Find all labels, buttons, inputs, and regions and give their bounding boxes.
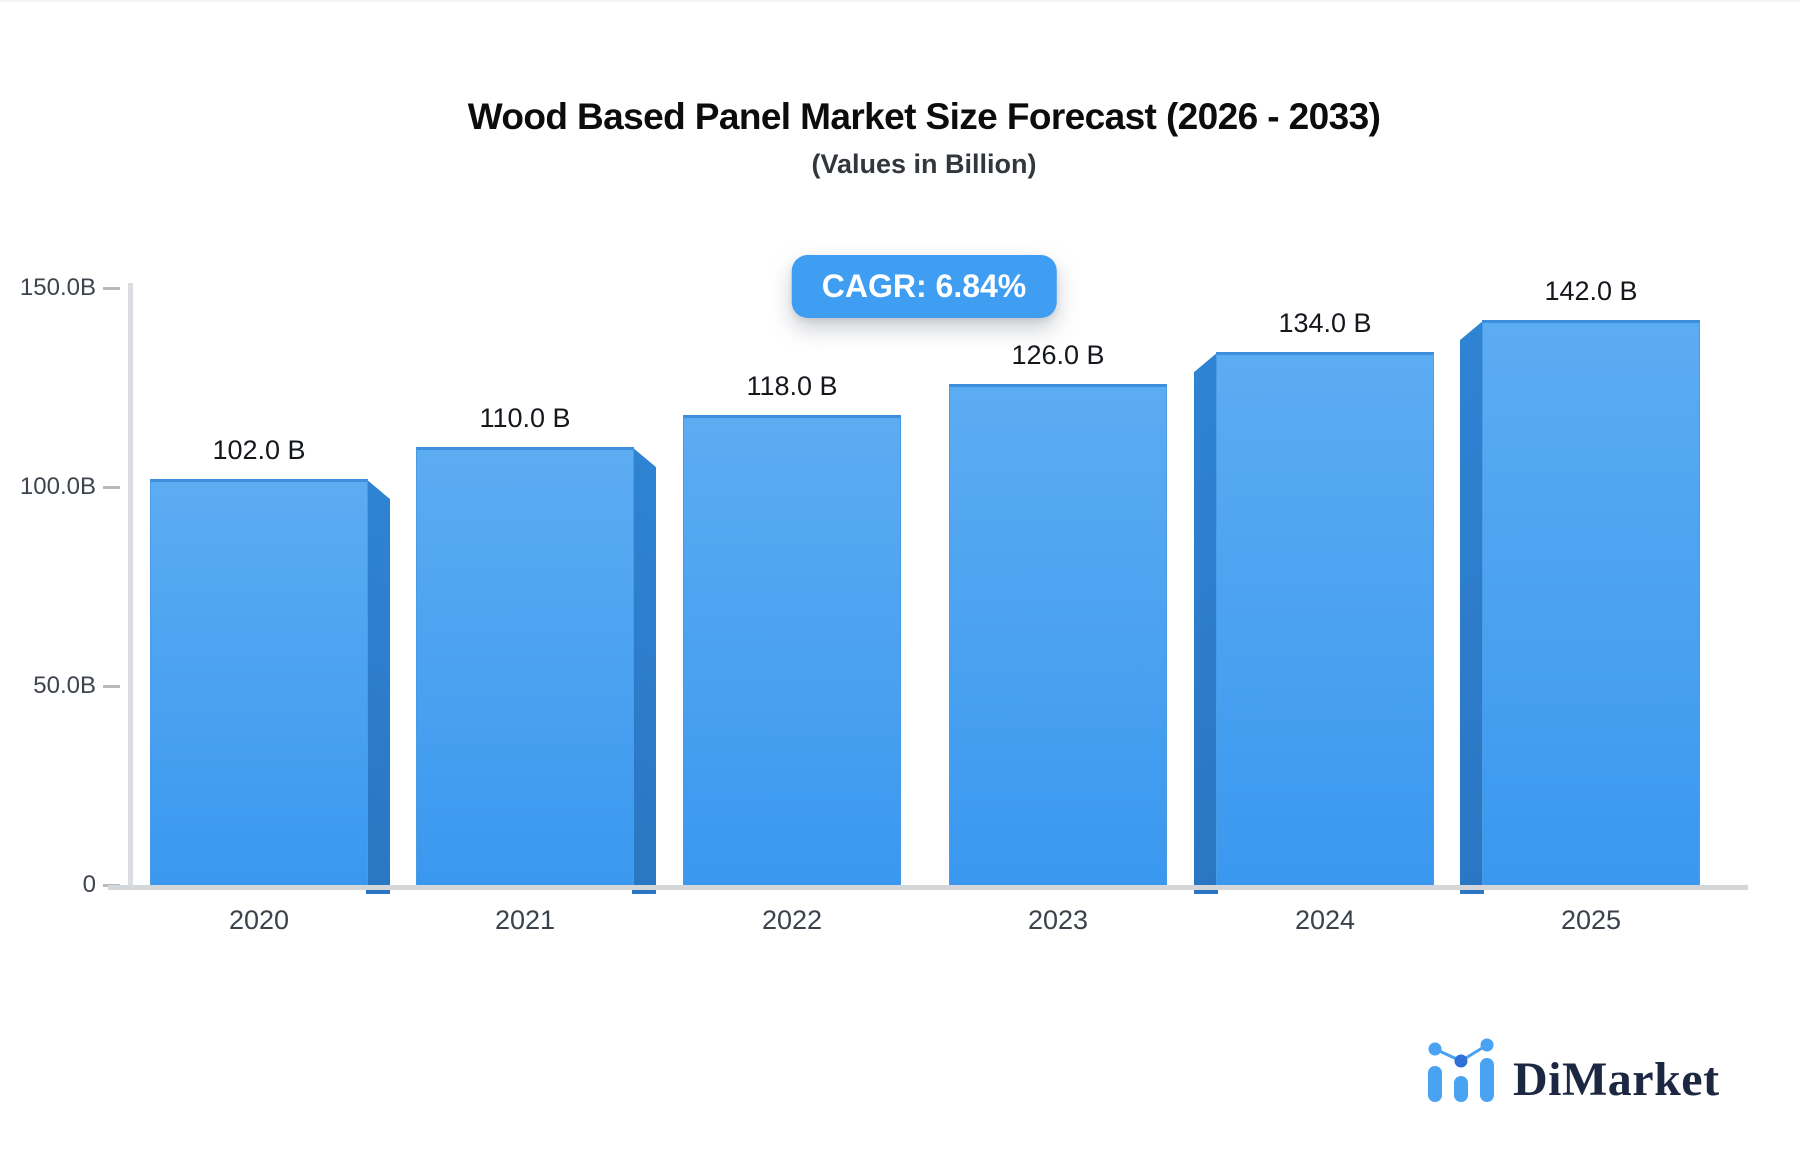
y-axis-tick bbox=[103, 287, 120, 290]
top-edge-divider bbox=[0, 0, 1800, 3]
bar-bevel-face bbox=[632, 447, 656, 894]
bar-2025[interactable] bbox=[1482, 320, 1700, 885]
x-axis-label-2022: 2022 bbox=[761, 905, 823, 935]
x-axis-label-2023: 2023 bbox=[1027, 905, 1089, 935]
bar-bevel bbox=[632, 447, 656, 894]
bar-value-label: 126.0 B bbox=[1011, 340, 1105, 370]
brand-logo-text: DiMarket bbox=[1513, 1053, 1720, 1106]
bar-bevel bbox=[366, 479, 390, 894]
y-axis-tick-label: 100.0B bbox=[19, 473, 96, 500]
y-axis-tick-label: 150.0B bbox=[19, 274, 96, 301]
bar-bevel bbox=[1460, 320, 1484, 894]
x-axis-label-2021: 2021 bbox=[494, 905, 556, 935]
y-axis-tick-label: 0 bbox=[82, 871, 96, 898]
bar-value-label: 142.0 B bbox=[1544, 276, 1638, 306]
chart-title: Wood Based Panel Market Size Forecast (2… bbox=[467, 96, 1381, 137]
bar-bevel-face bbox=[366, 479, 390, 894]
bar-bevel-face bbox=[1460, 320, 1484, 894]
x-axis-label-2025: 2025 bbox=[1560, 905, 1622, 935]
bar-value-label: 118.0 B bbox=[746, 371, 838, 401]
bar-2021[interactable] bbox=[416, 447, 634, 885]
bar-value-label: 110.0 B bbox=[479, 403, 571, 433]
bar-bevel bbox=[1194, 352, 1218, 894]
brand-logo: DiMarket bbox=[1423, 1038, 1720, 1104]
mini-bar-line-chart-icon bbox=[1428, 1038, 1494, 1102]
bar-bevel-face bbox=[1194, 352, 1218, 894]
y-axis-tick bbox=[103, 486, 120, 489]
bar-2023[interactable] bbox=[949, 384, 1167, 885]
bar-2020[interactable] bbox=[150, 479, 368, 885]
x-axis-label-2024: 2024 bbox=[1294, 905, 1356, 935]
x-axis-baseline bbox=[108, 885, 1748, 890]
chart-subtitle: (Values in Billion) bbox=[811, 149, 1037, 179]
x-axis-label-2020: 2020 bbox=[228, 905, 290, 935]
y-axis-tick bbox=[103, 685, 120, 688]
bar-value-label: 102.0 B bbox=[212, 435, 306, 465]
bar-value-label: 134.0 B bbox=[1278, 308, 1372, 338]
y-axis-line bbox=[128, 283, 133, 890]
bar-2024[interactable] bbox=[1216, 352, 1434, 885]
y-axis-tick-label: 50.0B bbox=[33, 672, 96, 699]
bar-2022[interactable] bbox=[683, 415, 901, 885]
cagr-badge: CAGR: 6.84% bbox=[791, 255, 1057, 318]
